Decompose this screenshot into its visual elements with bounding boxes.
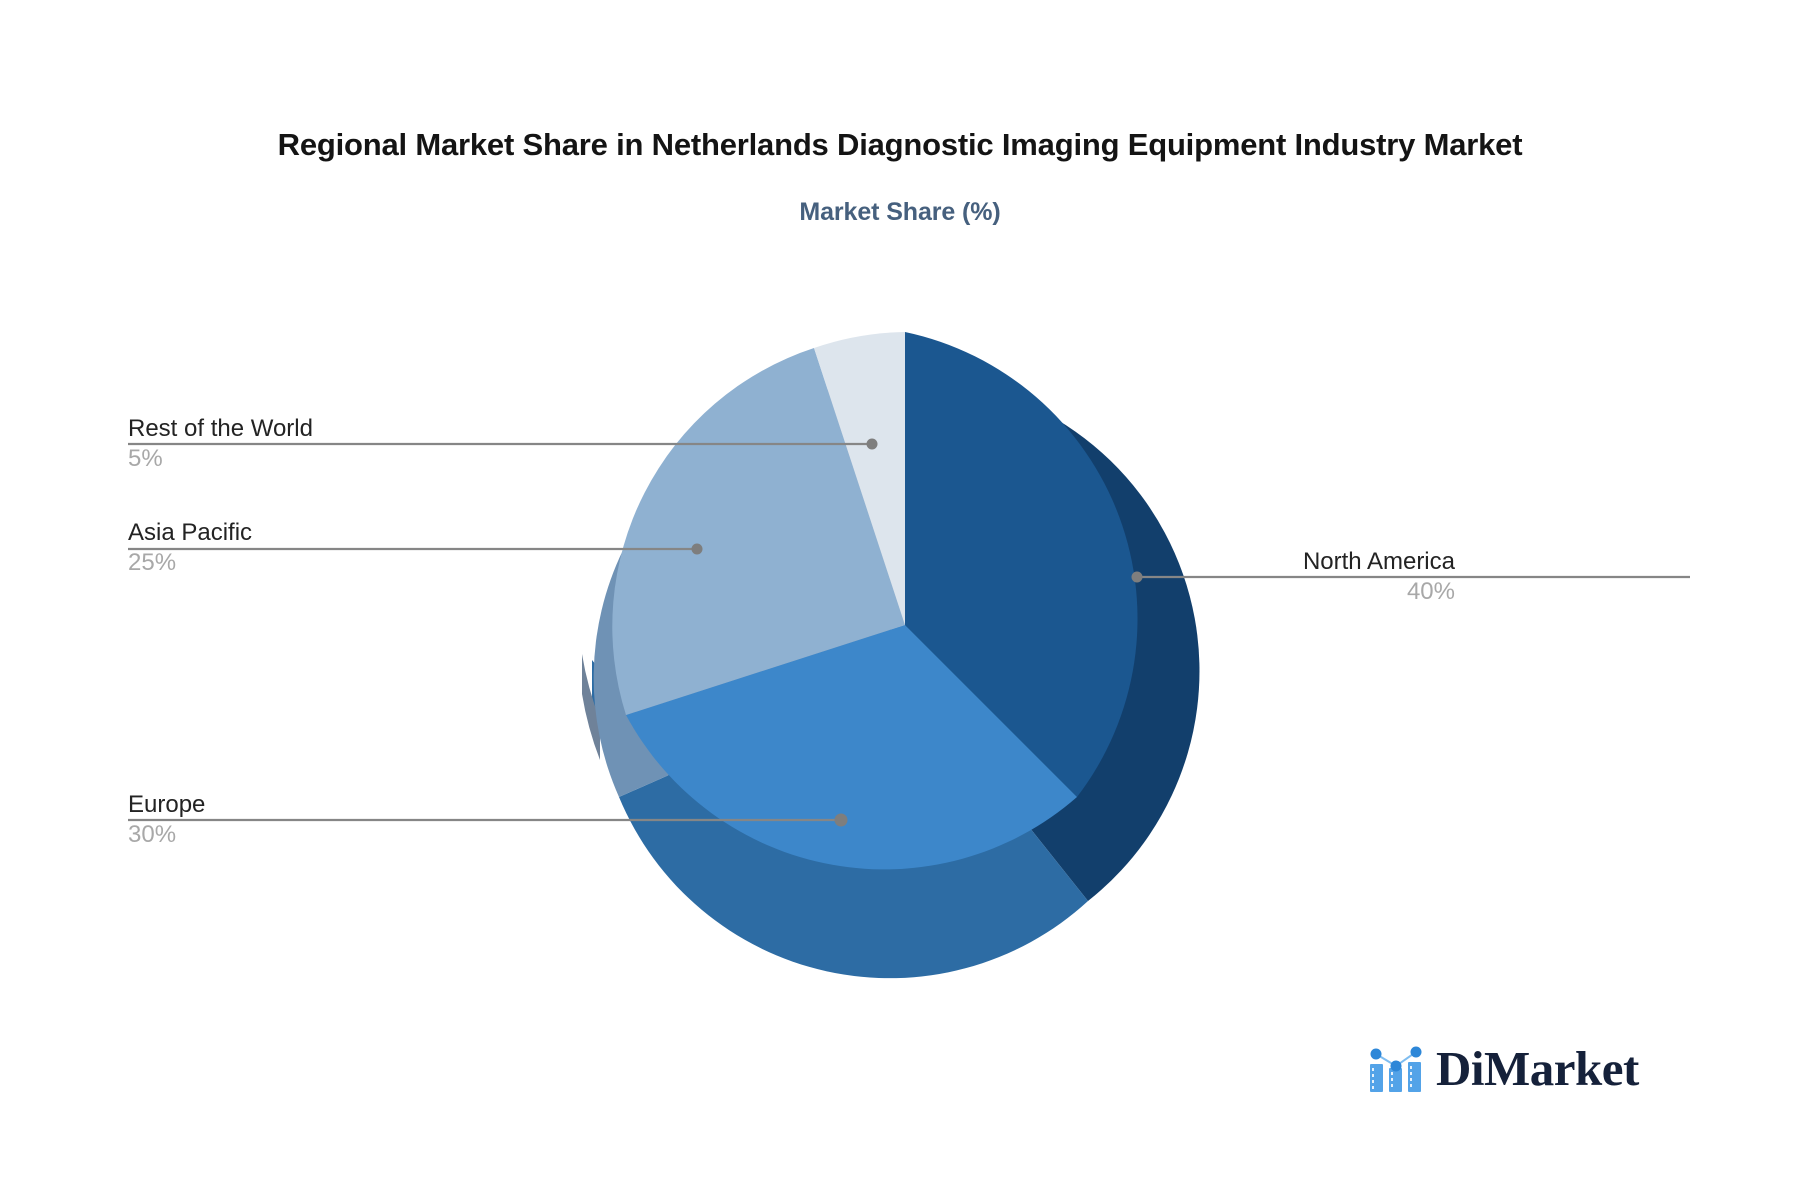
page-title: Regional Market Share in Netherlands Dia…: [277, 127, 1523, 162]
chart-subtitle: Market Share (%): [799, 198, 1001, 226]
pie-top-face: North America 40% Europe 30% Asia Pacifi…: [612, 332, 1138, 870]
pie-slice-asia-pacific[interactable]: Asia Pacific 25%: [612, 348, 905, 715]
bar-chart-dots-icon: [1370, 1046, 1422, 1092]
anchor-dot-north-america: [1131, 571, 1143, 583]
pie-slice-north-america[interactable]: North America 40%: [905, 332, 1138, 797]
callout-label-asia-pacific: Asia Pacific: [128, 519, 253, 546]
anchor-dot-asia-pacific: [691, 543, 703, 555]
callout-value-asia-pacific: 25%: [128, 549, 177, 576]
callout-rest-of-world[interactable]: Rest of the World 5%: [128, 414, 313, 474]
callout-north-america[interactable]: North America 40%: [1303, 547, 1455, 607]
leader-anchor-dots: [691, 438, 1143, 827]
callout-value-europe: 30%: [128, 821, 177, 848]
callout-europe[interactable]: Europe 30%: [128, 790, 205, 850]
callout-value-rest-of-world: 5%: [128, 445, 163, 472]
logo-wordmark: DiMarket: [1436, 1040, 1639, 1096]
leader-lines: [128, 442, 1690, 822]
brand-logo[interactable]: DiMarket: [1368, 1042, 1639, 1094]
callout-label-europe: Europe: [128, 791, 206, 818]
callout-value-north-america: 40%: [1406, 578, 1455, 605]
anchor-dot-rest-of-world: [866, 438, 878, 450]
anchor-dot-europe: [834, 813, 848, 827]
callout-label-north-america: North America: [1302, 548, 1455, 575]
pie-depth-asia: [582, 654, 600, 760]
callout-label-rest-of-world: Rest of the World: [128, 415, 313, 442]
pie-slice-europe[interactable]: Europe 30%: [626, 625, 1077, 870]
pie-slice-rest-of-world[interactable]: Rest of the World 5%: [814, 332, 905, 625]
callout-asia-pacific[interactable]: Asia Pacific 25%: [128, 518, 252, 578]
